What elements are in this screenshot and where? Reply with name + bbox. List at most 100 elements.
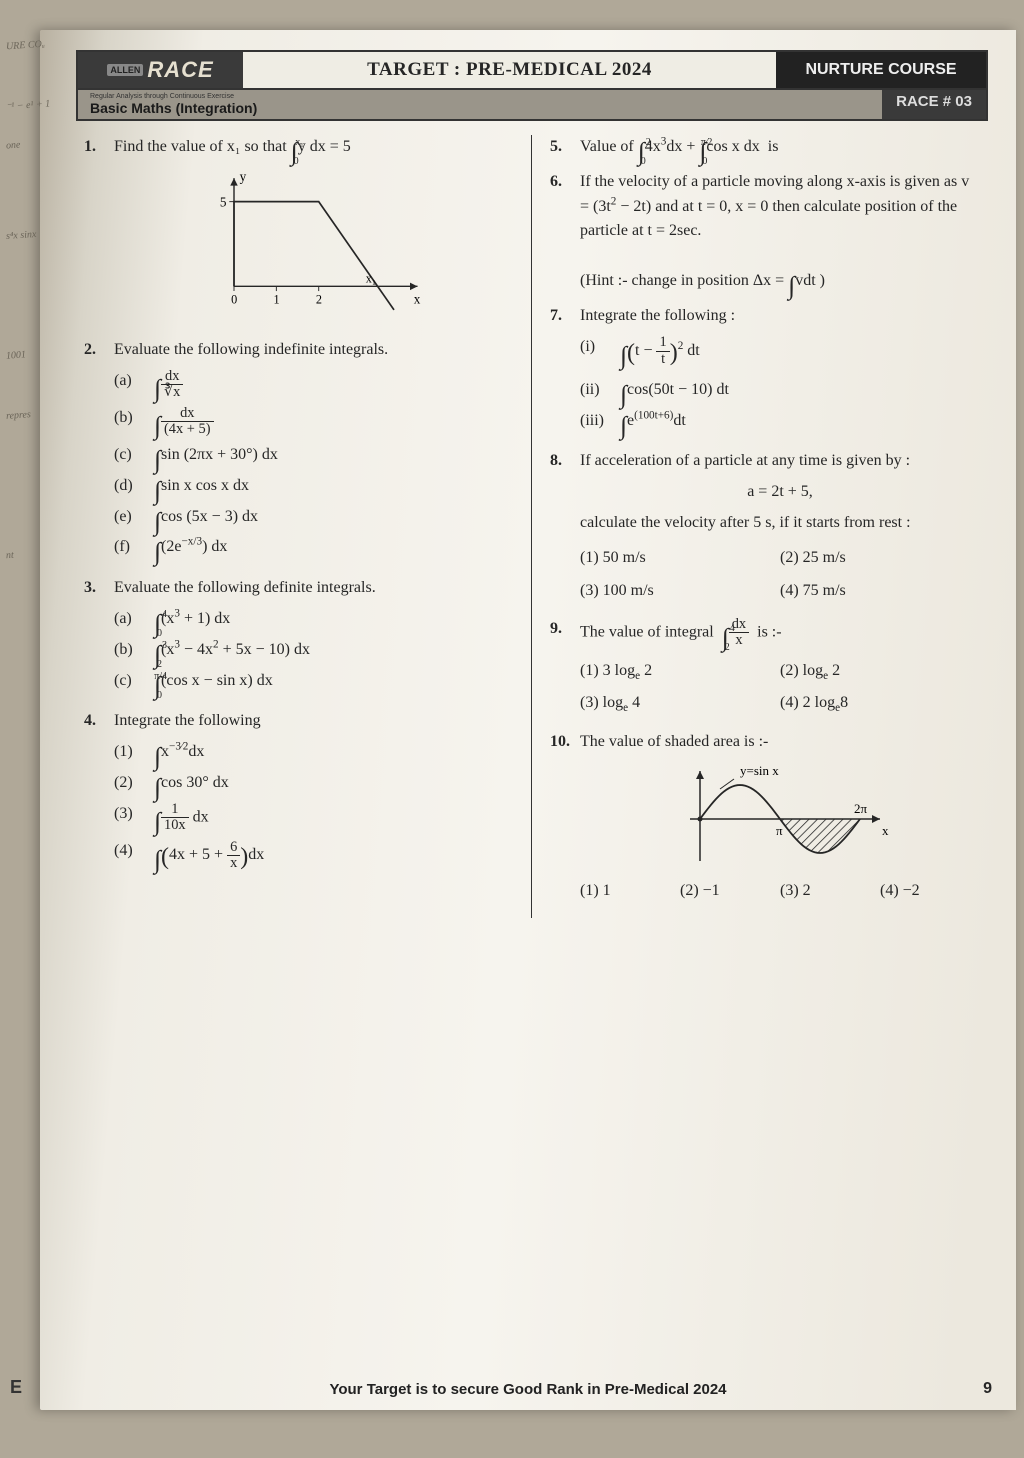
question-10: 10. The value of shaded area is :- y=sin… (550, 730, 980, 908)
q-number: 10. (550, 730, 580, 908)
brand-tagline: Regular Analysis through Continuous Exer… (90, 93, 257, 100)
sub-item: (b) ∫dx(4x + 5) (114, 406, 513, 437)
svg-text:y=sin x: y=sin x (740, 763, 779, 778)
sub-content: ∫dx∛x (154, 369, 513, 400)
header-bar: ALLEN RACE TARGET : PRE-MEDICAL 2024 NUR… (76, 50, 988, 90)
brand-block: ALLEN RACE (78, 52, 243, 88)
option: (4) 75 m/s (780, 579, 980, 604)
question-1: 1. Find the value of x₁ so that ∫0x₁y dx… (84, 135, 513, 328)
sub-item: (a) ∫dx∛x (114, 369, 513, 400)
worksheet-page: URE COᵤ ⁻¹ − e¹ + 1 one s⁴x sinx 1001 re… (40, 30, 1016, 1410)
question-8: 8. If acceleration of a particle at any … (550, 449, 980, 607)
sub-header-bar: Regular Analysis through Continuous Exer… (76, 90, 988, 121)
q-tail: = 5 (330, 138, 351, 155)
sub-label: (c) (114, 669, 154, 694)
q-body: Value of ∫024x3dx + ∫0π⁄2cos x dx is (580, 135, 980, 160)
sub-label: (a) (114, 369, 154, 400)
margin-note: URE COᵤ (6, 39, 45, 53)
margin-note: repres (6, 409, 32, 422)
sub-content: ∫04(x3 + 1) dx (154, 607, 513, 632)
question-2: 2. Evaluate the following indefinite int… (84, 338, 513, 566)
sub-content: ∫(t − 1t)2 dt (620, 335, 980, 372)
e-mark: E (10, 1377, 22, 1398)
sub-label: (2) (114, 771, 154, 796)
q-body: The value of integral ∫24dxx is :- (580, 617, 980, 648)
content-columns: 1. Find the value of x₁ so that ∫0x₁y dx… (76, 135, 988, 918)
race-number: RACE # 03 (882, 90, 986, 119)
sub-label: (b) (114, 406, 154, 437)
q-text: Evaluate the following indefinite integr… (114, 338, 513, 363)
sub-label: (c) (114, 443, 154, 468)
sub-content: ∫(2e−x/3) dx (154, 535, 513, 560)
sub-item: (c) ∫0π/4(cos x − sin x) dx (114, 669, 513, 694)
question-5: 5. Value of ∫024x3dx + ∫0π⁄2cos x dx is (550, 135, 980, 160)
option: (1) 50 m/s (580, 546, 780, 571)
option: (3) loge 4 (580, 691, 780, 716)
sub-content: ∫23(x3 − 4x2 + 5x − 10) dx (154, 638, 513, 663)
sub-label: (a) (114, 607, 154, 632)
q-number: 8. (550, 449, 580, 607)
margin-note: 1001 (6, 349, 27, 361)
q-number: 3. (84, 576, 114, 699)
svg-text:2: 2 (315, 292, 321, 306)
option: (2) 25 m/s (780, 546, 980, 571)
sub-item: (e) ∫cos (5x − 3) dx (114, 505, 513, 530)
q-text: Evaluate the following definite integral… (114, 576, 513, 601)
option: (2) loge 2 (780, 659, 980, 684)
q-number: 1. (84, 135, 114, 328)
q-text: Integrate the following : (580, 304, 980, 329)
question-9: 9. The value of integral ∫24dxx is :- (1… (550, 617, 980, 720)
right-column: 5. Value of ∫024x3dx + ∫0π⁄2cos x dx is … (532, 135, 988, 918)
sub-content: ∫cos (5x − 3) dx (154, 505, 513, 530)
q-body: If the velocity of a particle moving alo… (580, 170, 980, 294)
q1-graph: 5 0 1 2 x₁ y x (199, 164, 429, 324)
option: (1) 3 loge 2 (580, 659, 780, 684)
sub-label: (i) (580, 335, 620, 372)
page-number: 9 (983, 1380, 992, 1398)
sub-item: (c) ∫sin (2πx + 30°) dx (114, 443, 513, 468)
sub-content: ∫cos 30° dx (154, 771, 513, 796)
option: (3) 2 (780, 879, 880, 904)
question-3: 3. Evaluate the following definite integ… (84, 576, 513, 699)
q-number: 7. (550, 304, 580, 440)
svg-text:x: x (413, 291, 420, 306)
q-text: Find the value of x₁ so that (114, 138, 287, 155)
q-number: 2. (84, 338, 114, 566)
option: (1) 1 (580, 879, 680, 904)
question-7: 7. Integrate the following : (i) ∫(t − 1… (550, 304, 980, 440)
sub-content: ∫x−3⁄2dx (154, 740, 513, 765)
svg-text:π: π (776, 823, 783, 838)
q10-graph: y=sin xπ2πx (665, 759, 895, 869)
svg-text:x₁: x₁ (365, 271, 375, 285)
question-6: 6. If the velocity of a particle moving … (550, 170, 980, 294)
option: (3) 100 m/s (580, 579, 780, 604)
sub-label: (f) (114, 535, 154, 560)
q-number: 9. (550, 617, 580, 720)
sub-label: (d) (114, 474, 154, 499)
sub-content: ∫dx(4x + 5) (154, 406, 513, 437)
margin-note: ⁻¹ − e¹ + 1 (6, 98, 51, 112)
svg-text:2π: 2π (854, 801, 868, 816)
option: (2) −1 (680, 879, 780, 904)
sub-item: (d) ∫sin x cos x dx (114, 474, 513, 499)
svg-text:5: 5 (219, 194, 226, 209)
sub-item: (i) ∫(t − 1t)2 dt (580, 335, 980, 372)
sub-label: (iii) (580, 409, 620, 434)
option: (4) −2 (880, 879, 980, 904)
svg-text:0: 0 (231, 292, 237, 306)
sub-item: (iii) ∫e(100t+6)dt (580, 409, 980, 434)
svg-text:1: 1 (273, 292, 279, 306)
sub-label: (3) (114, 802, 154, 833)
margin-note: s⁴x sinx (6, 229, 37, 242)
sub-label: (e) (114, 505, 154, 530)
sub-item: (a) ∫04(x3 + 1) dx (114, 607, 513, 632)
q-body: If acceleration of a particle at any tim… (580, 449, 980, 535)
subject-title: Basic Maths (Integration) (90, 100, 257, 116)
q-number: 5. (550, 135, 580, 160)
svg-text:y: y (239, 169, 246, 184)
sub-content: ∫(4x + 5 + 6x)dx (154, 839, 513, 876)
sub-content: ∫sin x cos x dx (154, 474, 513, 499)
margin-note: nt (6, 550, 15, 562)
target-title: TARGET : PRE-MEDICAL 2024 (243, 52, 776, 88)
brand-allen: ALLEN (107, 64, 143, 76)
